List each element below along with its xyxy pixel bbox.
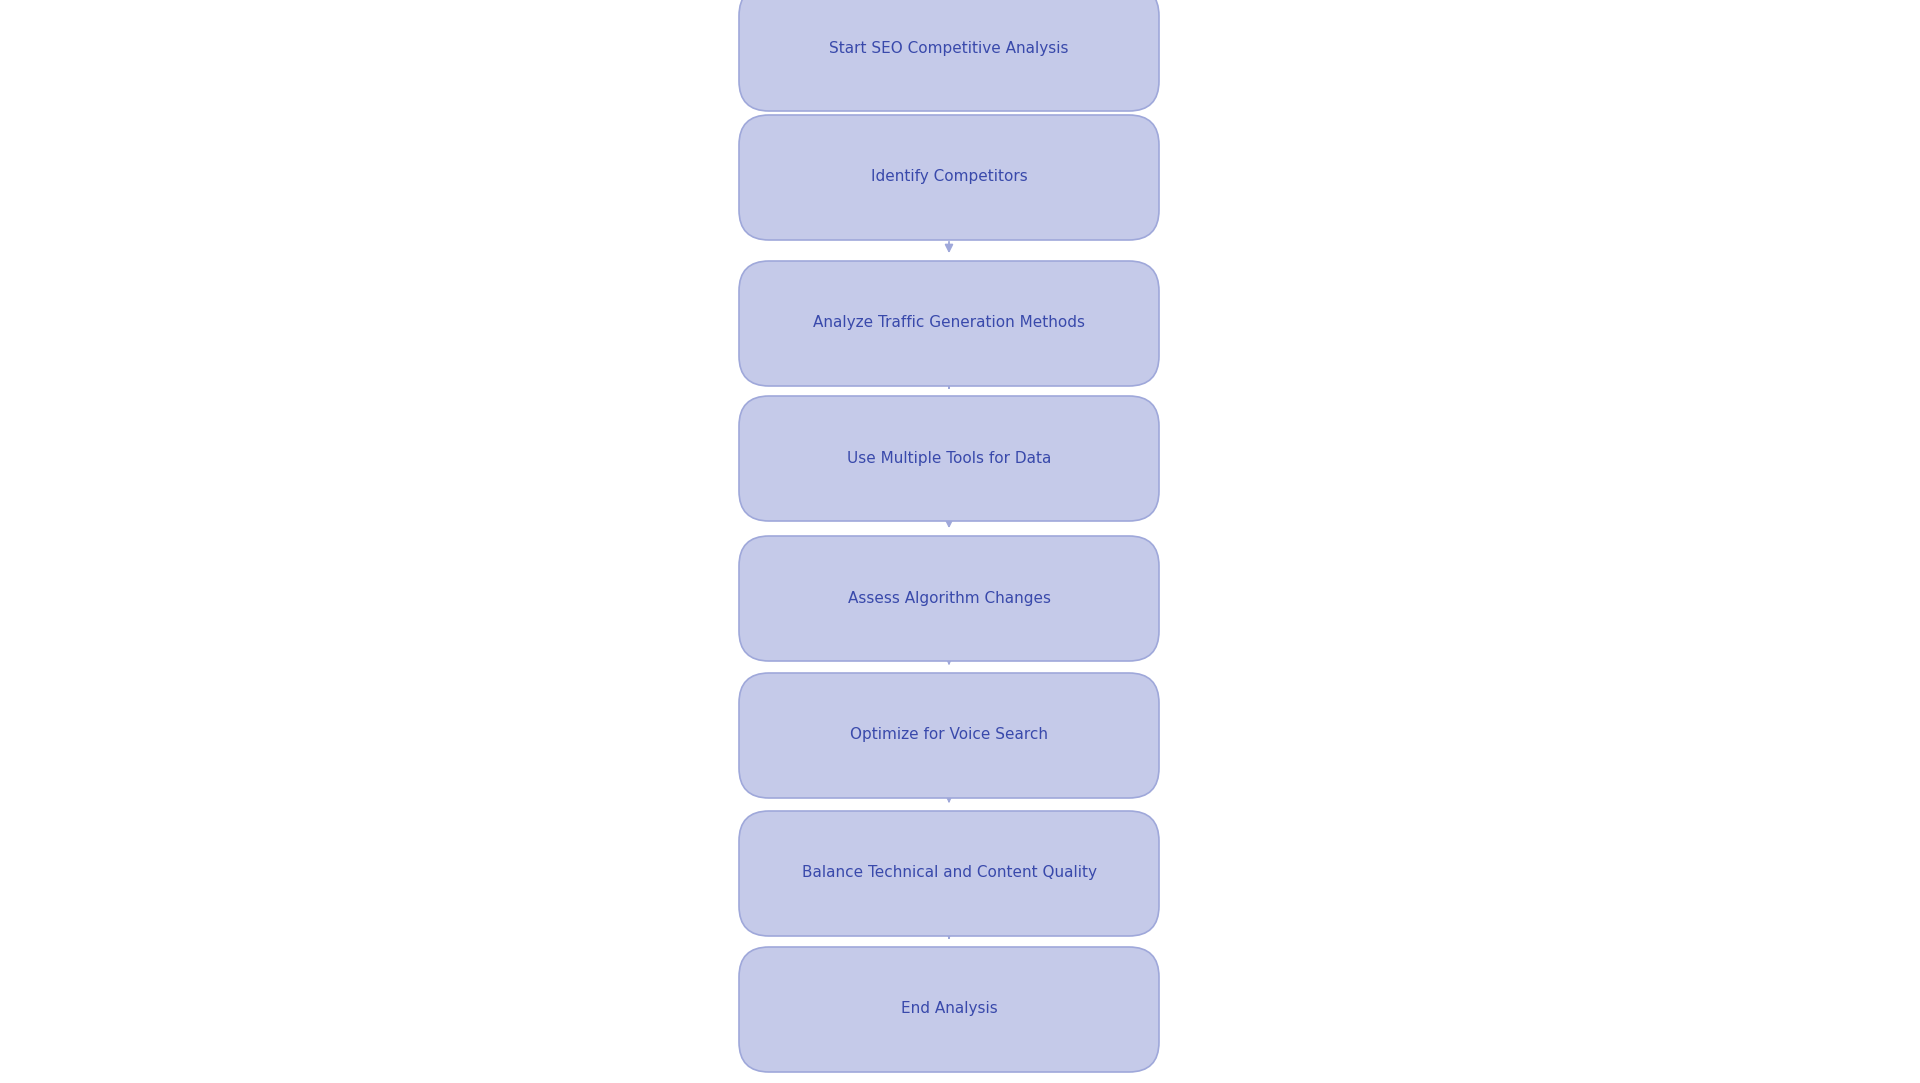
Text: Assess Algorithm Changes: Assess Algorithm Changes xyxy=(847,590,1050,605)
FancyBboxPatch shape xyxy=(739,673,1160,798)
Text: Use Multiple Tools for Data: Use Multiple Tools for Data xyxy=(847,451,1050,466)
FancyBboxPatch shape xyxy=(739,947,1160,1072)
FancyBboxPatch shape xyxy=(739,536,1160,661)
Text: Start SEO Competitive Analysis: Start SEO Competitive Analysis xyxy=(829,40,1069,55)
FancyBboxPatch shape xyxy=(739,0,1160,110)
Text: Optimize for Voice Search: Optimize for Voice Search xyxy=(851,728,1048,743)
Text: Identify Competitors: Identify Competitors xyxy=(870,170,1027,184)
FancyBboxPatch shape xyxy=(739,261,1160,386)
Text: Analyze Traffic Generation Methods: Analyze Traffic Generation Methods xyxy=(812,315,1085,330)
FancyBboxPatch shape xyxy=(739,811,1160,936)
FancyBboxPatch shape xyxy=(739,396,1160,521)
Text: Balance Technical and Content Quality: Balance Technical and Content Quality xyxy=(801,865,1096,880)
FancyBboxPatch shape xyxy=(739,115,1160,240)
Text: End Analysis: End Analysis xyxy=(900,1002,996,1017)
